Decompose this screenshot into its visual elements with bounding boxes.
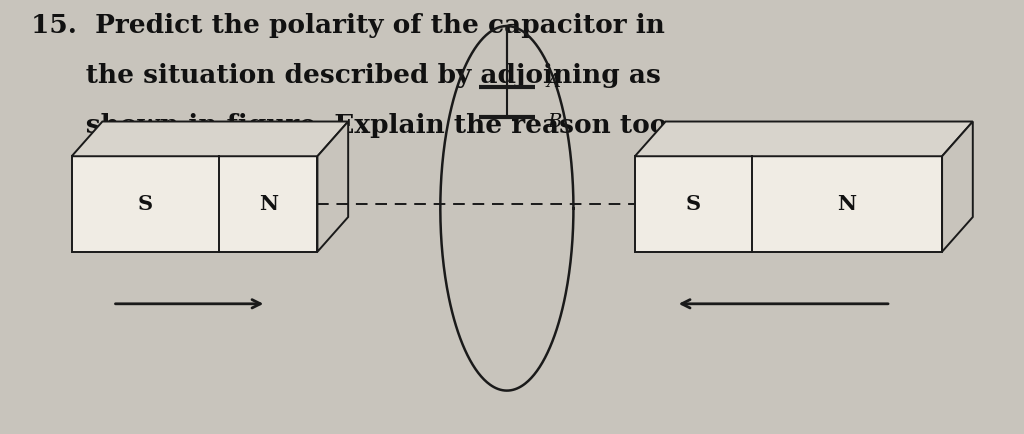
Polygon shape [942,122,973,252]
Text: N: N [838,194,856,214]
Polygon shape [72,122,348,156]
Text: shown in figure. Explain the reason too.: shown in figure. Explain the reason too. [31,113,676,138]
Text: S: S [686,194,700,214]
Polygon shape [72,156,317,252]
Text: B: B [547,112,561,131]
Polygon shape [317,122,348,252]
Text: A: A [547,73,561,92]
Text: the situation described by adjoining as: the situation described by adjoining as [31,63,660,88]
Text: S: S [138,194,153,214]
Polygon shape [635,156,942,252]
Text: N: N [259,194,278,214]
Polygon shape [635,122,973,156]
Text: 15.  Predict the polarity of the capacitor in: 15. Predict the polarity of the capacito… [31,13,665,38]
